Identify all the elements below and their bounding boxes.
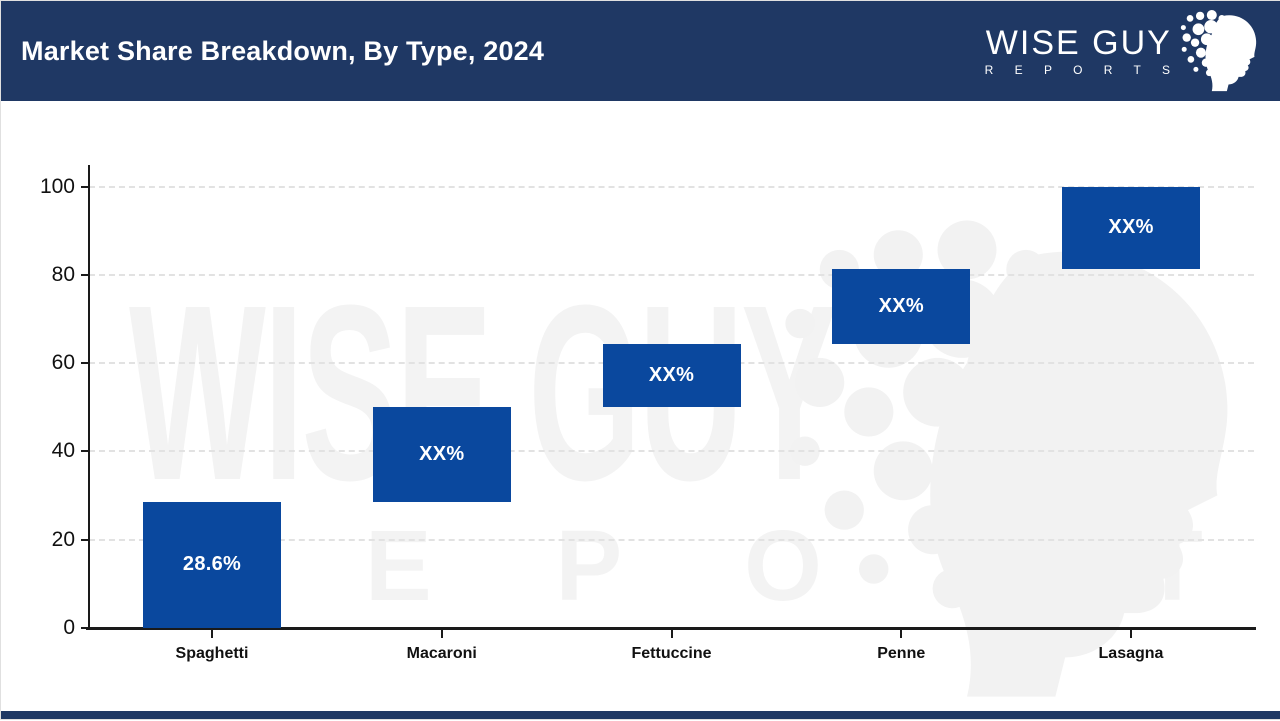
chart-canvas: WISE GUY R E P O R T S 02040608010028.6%… — [1, 101, 1280, 713]
bar-value-label: XX% — [419, 442, 465, 465]
y-tick-label: 0 — [63, 616, 75, 639]
chart-bar: XX% — [832, 269, 971, 345]
y-axis-tick — [81, 627, 89, 629]
x-tick-label: Penne — [877, 645, 926, 662]
chart-bar: XX% — [602, 344, 741, 408]
y-axis-tick — [81, 450, 89, 453]
brand-logo: WISE GUY R E P O R T S — [979, 9, 1267, 93]
brand-subtitle: R E P O R T S — [984, 62, 1179, 77]
y-axis-tick — [81, 273, 89, 276]
gridline — [89, 538, 1254, 541]
chart-bar: 28.6% — [143, 501, 281, 628]
chart-bar: XX% — [1062, 186, 1200, 270]
x-axis-tick — [211, 630, 213, 638]
x-tick-label: Lasagna — [1098, 645, 1164, 662]
x-axis-tick — [1130, 630, 1132, 638]
y-axis-tick — [81, 185, 89, 188]
y-tick-label: 60 — [51, 351, 75, 375]
gridline — [89, 273, 1254, 276]
y-tick-label: 80 — [51, 262, 75, 286]
bar-value-label: XX% — [648, 364, 695, 387]
x-tick-label: Fettuccine — [631, 645, 712, 662]
plot-area: 0 20 40 60 80 100 28.6% Spaghetti XX% Macaroni XX%… — [1, 101, 1280, 713]
y-tick-label: 100 — [39, 174, 75, 198]
footer-bar — [1, 711, 1280, 719]
page-title: Market Share Breakdown, By Type, 2024 — [21, 35, 545, 66]
x-axis-tick — [670, 630, 673, 638]
x-axis — [86, 627, 1256, 630]
x-axis-tick — [440, 630, 443, 638]
gridline — [89, 450, 1254, 453]
bar-value-label: 28.6% — [182, 553, 242, 576]
x-axis-tick — [900, 630, 903, 638]
y-axis — [88, 165, 90, 629]
y-axis-tick — [81, 538, 89, 541]
header-bar: Market Share Breakdown, By Type, 2024 WI… — [1, 1, 1280, 101]
bar-value-label: XX% — [878, 295, 924, 318]
y-tick-label: 20 — [51, 527, 75, 551]
brand-name: WISE GUY — [985, 23, 1172, 62]
face-profile-icon — [1180, 10, 1257, 92]
bar-value-label: XX% — [1108, 216, 1154, 239]
y-axis-tick — [81, 362, 89, 365]
y-tick-label: 40 — [51, 439, 75, 463]
chart-bar: XX% — [372, 407, 511, 502]
x-tick-label: Macaroni — [406, 645, 477, 662]
x-tick-label: Spaghetti — [175, 645, 249, 662]
gridline — [89, 185, 1254, 188]
